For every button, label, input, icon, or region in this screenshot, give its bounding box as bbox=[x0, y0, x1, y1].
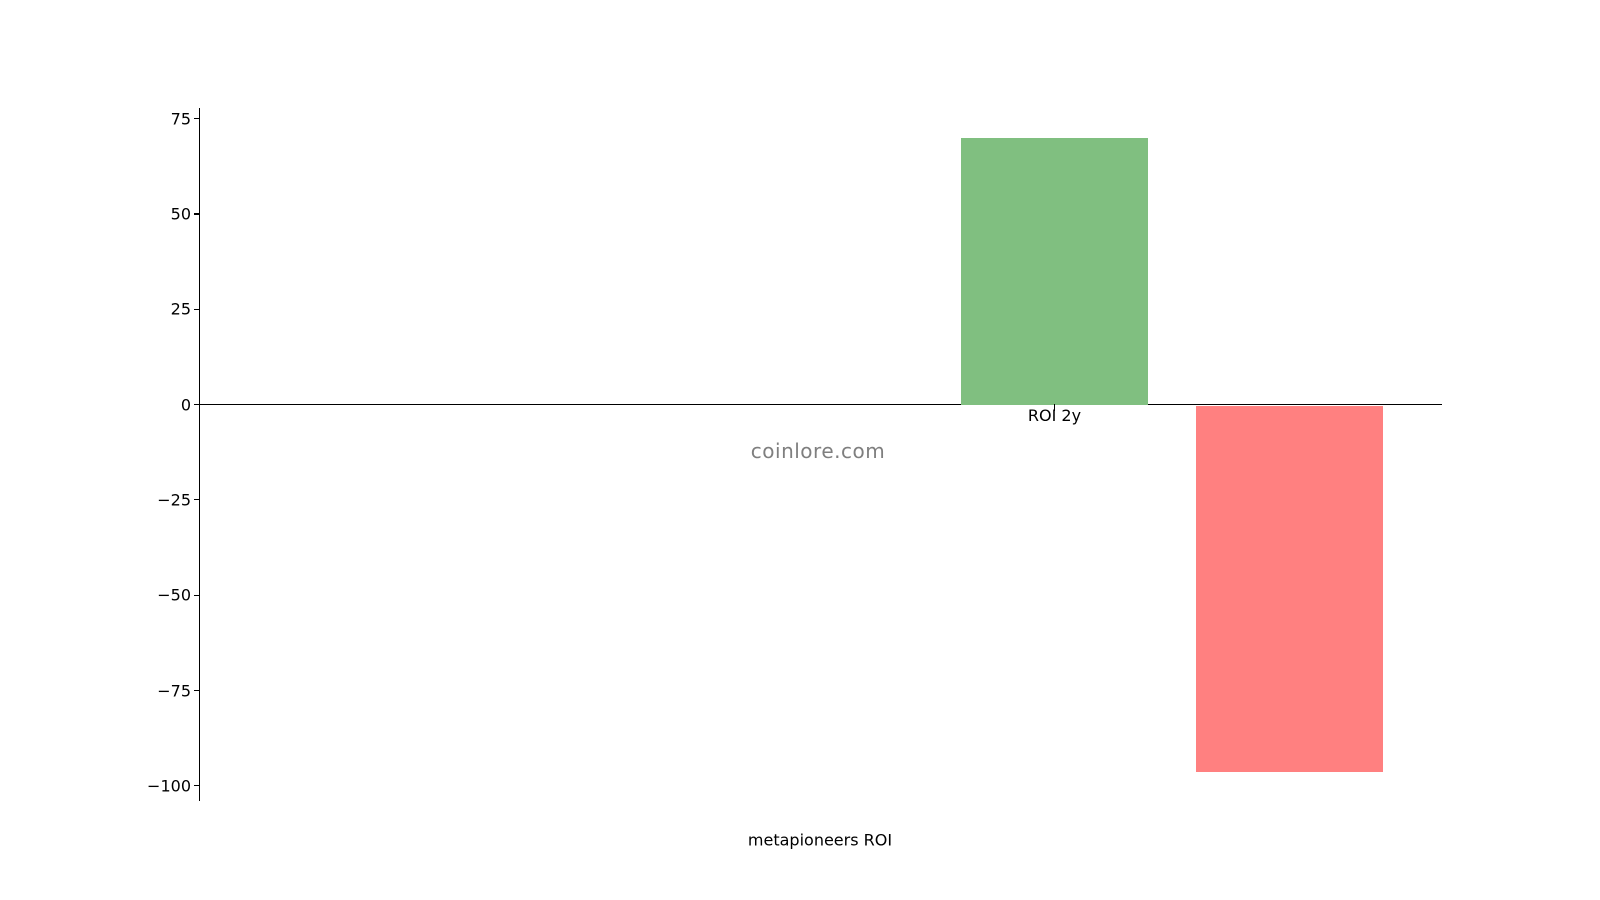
bar-negative bbox=[1196, 405, 1383, 772]
y-tick-mark bbox=[193, 594, 199, 596]
y-tick-label: −100 bbox=[147, 776, 191, 796]
x-axis-zero-line bbox=[198, 404, 1442, 406]
y-tick-mark bbox=[193, 499, 199, 501]
y-tick-mark bbox=[193, 689, 199, 692]
y-tick-label: 25 bbox=[170, 299, 191, 319]
y-tick-label: 50 bbox=[170, 204, 191, 224]
x-tick-label: ROI 2y bbox=[1027, 406, 1082, 425]
y-tick-mark bbox=[193, 785, 199, 787]
chart-footer-label: metapioneers ROI bbox=[747, 830, 893, 850]
y-tick-mark bbox=[193, 308, 199, 310]
y-tick-mark bbox=[193, 404, 199, 406]
y-tick-label: −75 bbox=[157, 681, 191, 700]
y-tick-label: 75 bbox=[170, 109, 191, 129]
y-axis-line bbox=[198, 108, 200, 801]
y-tick-mark bbox=[193, 213, 199, 215]
y-tick-label: 0 bbox=[180, 395, 191, 415]
y-tick-label: −50 bbox=[157, 585, 191, 605]
y-tick-mark bbox=[193, 118, 199, 120]
y-tick-label: −25 bbox=[157, 490, 191, 510]
bar-positive bbox=[961, 137, 1148, 405]
x-tick-mark bbox=[1053, 404, 1056, 411]
watermark-text: coinlore.com bbox=[750, 439, 886, 463]
